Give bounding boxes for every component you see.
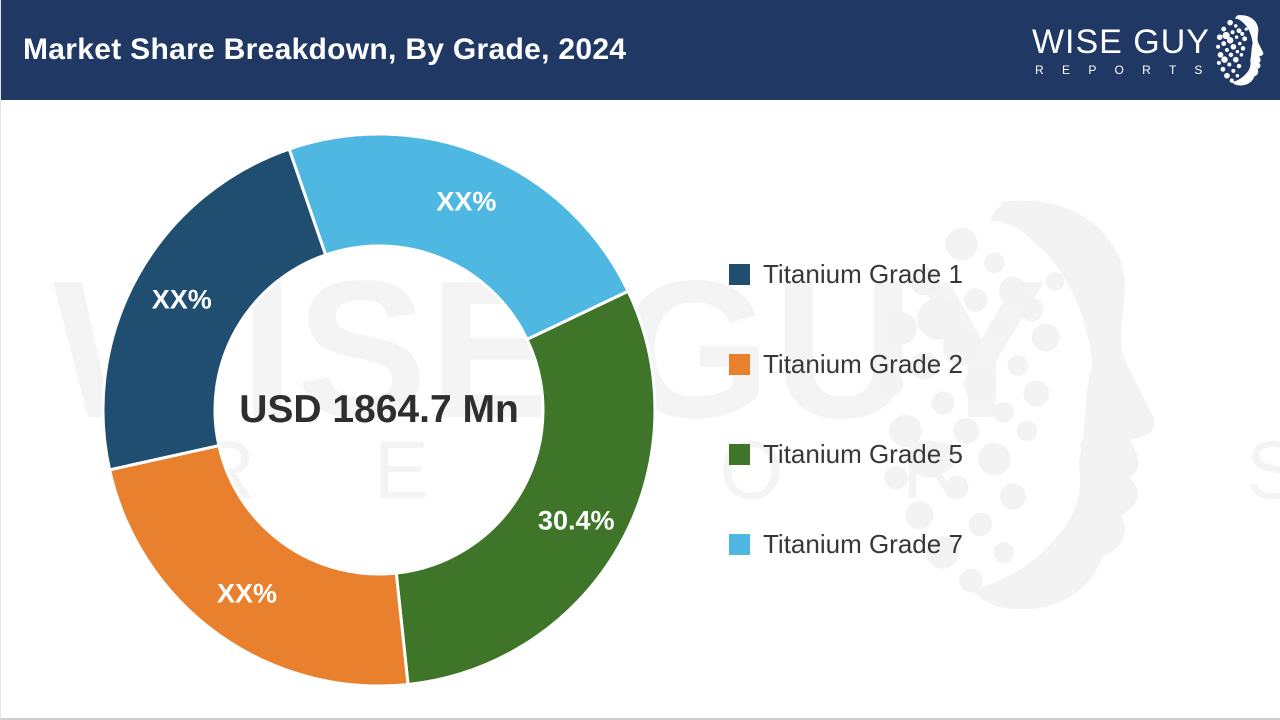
legend-swatch-titanium-grade-2 — [729, 353, 750, 375]
pie-label-titanium-grade-2: XX% — [217, 578, 277, 608]
legend-swatch-titanium-grade-1 — [729, 263, 750, 285]
legend-label: Titanium Grade 5 — [763, 438, 963, 469]
legend-label: Titanium Grade 2 — [763, 348, 963, 379]
legend-item-titanium-grade-2: Titanium Grade 2 — [729, 346, 963, 382]
donut-center-value: USD 1864.7 Mn — [239, 388, 519, 431]
legend-label: Titanium Grade 1 — [763, 258, 963, 289]
donut-segments — [101, 132, 657, 688]
chart-title: Market Share Breakdown, By Grade, 2024 — [23, 33, 627, 66]
donut-segment-labels: XX% 30.4% XX% XX% — [152, 187, 615, 609]
legend-item-titanium-grade-7: Titanium Grade 7 — [729, 526, 963, 562]
logo-face-icon — [1216, 15, 1264, 86]
legend-swatch-titanium-grade-5 — [729, 443, 750, 465]
logo-subtitle: R E P O R T S — [1035, 62, 1210, 77]
pie-segment-titanium-grade-7 — [287, 132, 631, 342]
legend-label: Titanium Grade 7 — [763, 528, 963, 559]
header-bar: Market Share Breakdown, By Grade, 2024 W… — [1, 0, 1280, 100]
pie-label-titanium-grade-5: 30.4% — [538, 505, 615, 535]
pie-label-titanium-grade-7: XX% — [436, 187, 496, 217]
wise-guy-reports-logo: WISE GUY R E P O R T S — [1032, 13, 1264, 87]
logo-text: WISE GUY R E P O R T S — [1032, 25, 1210, 76]
pie-segment-titanium-grade-1 — [101, 147, 328, 472]
logo-name: WISE GUY — [1031, 22, 1210, 61]
legend-swatch-titanium-grade-7 — [729, 533, 750, 555]
pie-segment-titanium-grade-5 — [394, 289, 657, 687]
legend-item-titanium-grade-5: Titanium Grade 5 — [729, 436, 963, 472]
pie-label-titanium-grade-1: XX% — [152, 285, 212, 315]
legend-item-titanium-grade-1: Titanium Grade 1 — [729, 256, 963, 292]
pie-segment-titanium-grade-2 — [107, 443, 410, 688]
